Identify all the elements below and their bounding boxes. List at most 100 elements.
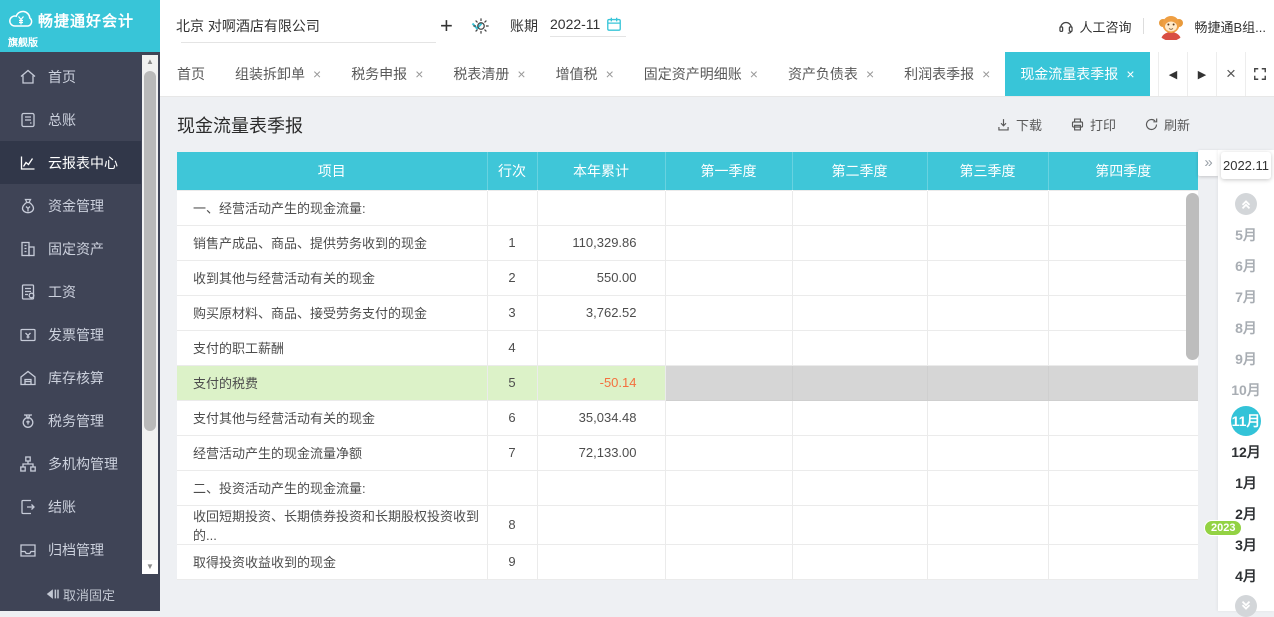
company-selector[interactable]: 北京 对啊酒店有限公司 <box>176 0 484 52</box>
item-cell: 取得投资收益收到的现金 <box>177 544 487 579</box>
month-scroll-up-button[interactable] <box>1235 193 1257 215</box>
close-icon[interactable]: × <box>313 66 321 82</box>
tab-label: 税表清册 <box>453 64 509 84</box>
sidebar-item-closing[interactable]: 结账 <box>0 485 141 528</box>
close-icon[interactable]: × <box>750 66 758 82</box>
tab-item[interactable]: 税表清册 × <box>438 52 540 96</box>
sidebar-item-invoice[interactable]: 发票管理 <box>0 313 141 356</box>
quarter-cell <box>927 330 1048 365</box>
month-item[interactable]: 9月 <box>1218 343 1274 374</box>
close-icon[interactable]: × <box>606 66 614 82</box>
app-edition: 旗舰版 <box>8 34 38 49</box>
close-icon[interactable]: × <box>1126 66 1134 82</box>
month-scroll-down-button[interactable] <box>1235 595 1257 617</box>
item-cell: 一、经营活动产生的现金流量: <box>177 190 487 225</box>
sidebar-scroll-down-icon[interactable]: ▼ <box>142 560 158 574</box>
month-item[interactable]: 4月 <box>1218 560 1274 591</box>
calendar-icon <box>600 16 622 32</box>
close-icon[interactable]: × <box>517 66 525 82</box>
period-value[interactable]: 2022-11 <box>550 16 626 37</box>
close-icon[interactable]: × <box>982 66 990 82</box>
quarter-cell <box>1048 435 1198 470</box>
money-bag-icon <box>18 196 38 216</box>
month-item-active[interactable]: 11月 <box>1218 405 1274 436</box>
tab-item[interactable]: 资产负债表× <box>773 52 889 96</box>
tab-label: 现金流量表季报 <box>1020 64 1118 84</box>
sidebar-item-home[interactable]: 首页 <box>0 55 141 98</box>
quarter-cell <box>665 505 792 544</box>
prev-tab-button[interactable]: ◀ <box>1158 52 1187 96</box>
sidebar-item-salary[interactable]: 工资 <box>0 270 141 313</box>
sidebar-item-building[interactable]: 固定资产 <box>0 227 141 270</box>
building-icon <box>18 239 38 259</box>
table-row[interactable]: 一、经营活动产生的现金流量: <box>177 190 1198 225</box>
quarter-cell <box>927 470 1048 505</box>
month-item[interactable]: 8月 <box>1218 312 1274 343</box>
print-icon <box>1070 117 1085 132</box>
month-label: 8月 <box>1235 318 1257 338</box>
table-row[interactable]: 收回短期投资、长期债券投资和长期股权投资收到的...8 <box>177 505 1198 544</box>
user-avatar[interactable] <box>1156 11 1186 41</box>
close-tabs-button[interactable]: × <box>1216 52 1245 96</box>
month-item[interactable]: 7月 <box>1218 281 1274 312</box>
month-item[interactable]: 12月 <box>1218 436 1274 467</box>
gear-icon[interactable] <box>472 17 490 35</box>
print-button[interactable]: 打印 <box>1070 115 1116 134</box>
fullscreen-button[interactable] <box>1245 52 1274 96</box>
sidebar-item-archive[interactable]: 归档管理 <box>0 528 141 571</box>
tab-item[interactable]: 固定资产明细账× <box>629 52 773 96</box>
col-line: 行次 <box>487 152 537 190</box>
refresh-button[interactable]: 刷新 <box>1144 115 1190 134</box>
sidebar-item-money-bag[interactable]: 资金管理 <box>0 184 141 227</box>
user-name[interactable]: 畅捷通B组... <box>1194 17 1266 36</box>
sidebar-item-ledger[interactable]: 总账 <box>0 98 141 141</box>
tab-active[interactable]: 现金流量表季报 × <box>1005 52 1149 96</box>
quarter-cell <box>1048 225 1198 260</box>
sidebar-item-label: 库存核算 <box>48 368 104 388</box>
human-support-button[interactable]: 人工咨询 <box>1058 17 1131 36</box>
invoice-icon <box>18 325 38 345</box>
download-button[interactable]: 下载 <box>996 115 1042 134</box>
tab-item[interactable]: 首页 <box>162 52 220 96</box>
sidebar-item-tax[interactable]: 税务管理 <box>0 399 141 442</box>
sidebar-scrollbar-thumb[interactable] <box>144 71 156 431</box>
tab-item[interactable]: 利润表季报× <box>889 52 1005 96</box>
warehouse-icon <box>18 368 38 388</box>
month-item[interactable]: 1月 <box>1218 467 1274 498</box>
month-label: 5月 <box>1235 225 1257 245</box>
tax-icon <box>18 411 38 431</box>
tab-item[interactable]: 组装拆卸单× <box>220 52 336 96</box>
add-account-button[interactable]: + <box>440 13 453 39</box>
line-no-cell: 7 <box>487 435 537 470</box>
sidebar-scroll-up-icon[interactable]: ▲ <box>142 55 158 69</box>
tab-item[interactable]: 增值税× <box>541 52 629 96</box>
collapse-month-panel-button[interactable]: » <box>1198 150 1219 176</box>
quarter-cell <box>1048 505 1198 544</box>
quarter-cell <box>665 544 792 579</box>
month-item[interactable]: 10月 <box>1218 374 1274 405</box>
table-scrollbar-thumb[interactable] <box>1186 193 1199 360</box>
sidebar-item-warehouse[interactable]: 库存核算 <box>0 356 141 399</box>
table-row[interactable]: 二、投资活动产生的现金流量: <box>177 470 1198 505</box>
month-label: 6月 <box>1235 256 1257 276</box>
sidebar-scrollbar[interactable]: ▲ ▼ <box>142 55 158 560</box>
sidebar-item-cloud-report[interactable]: 云报表中心 <box>0 141 141 184</box>
month-item[interactable]: 5月 <box>1218 219 1274 250</box>
close-icon[interactable]: × <box>415 66 423 82</box>
tab-item[interactable]: 税务申报× <box>336 52 438 96</box>
unpin-sidebar-button[interactable]: 取消固定 <box>0 577 160 611</box>
month-item[interactable]: 6月 <box>1218 250 1274 281</box>
close-icon[interactable]: × <box>866 66 874 82</box>
sidebar-item-multi-org[interactable]: 多机构管理 <box>0 442 141 485</box>
quarter-cell <box>792 260 927 295</box>
next-tab-button[interactable]: ▶ <box>1187 52 1216 96</box>
